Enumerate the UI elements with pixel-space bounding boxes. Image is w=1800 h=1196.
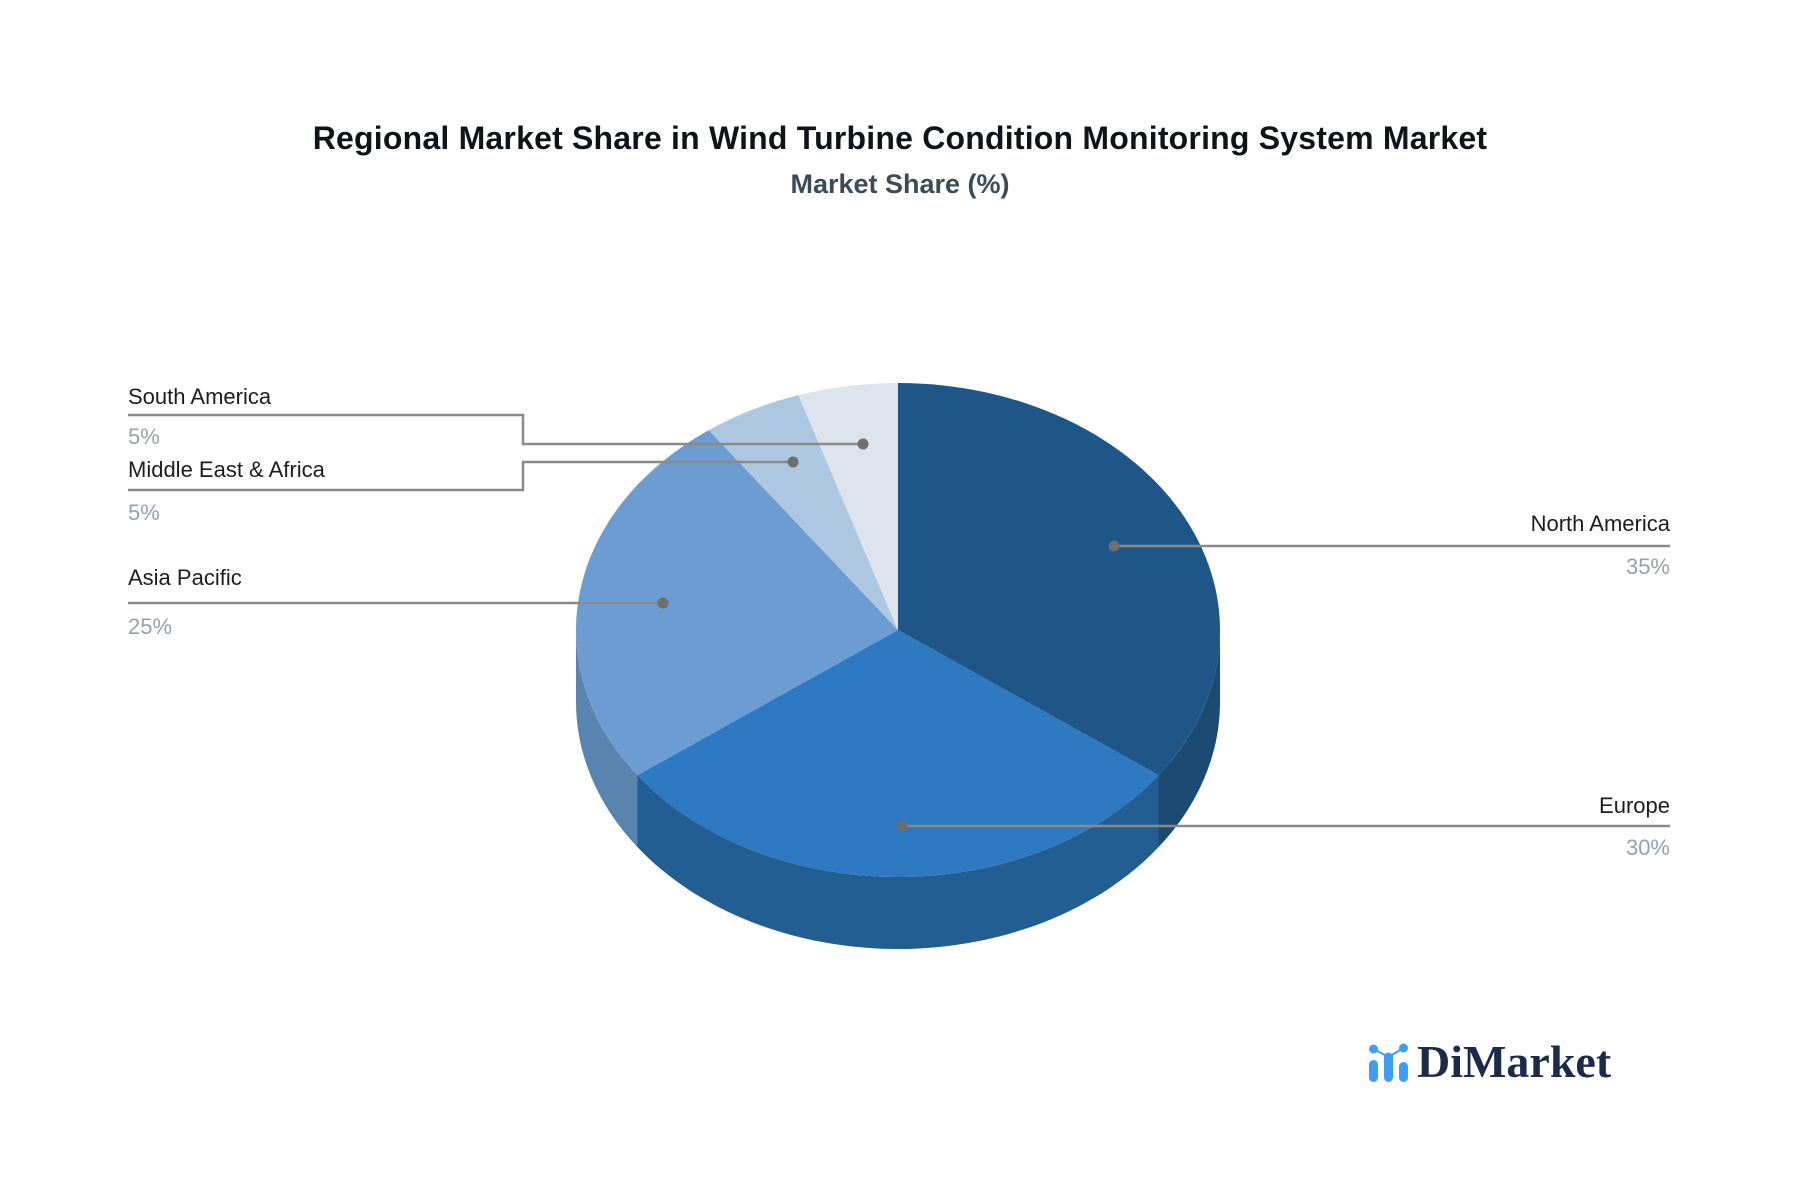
leader-dot-asia-pacific: [657, 597, 669, 609]
pie-slice-asia-pacific[interactable]: [576, 430, 898, 776]
value-middle-east-africa: 5%: [128, 500, 160, 525]
brand-name: DiMarket: [1417, 1036, 1612, 1087]
leader-dot-north-america: [1108, 540, 1120, 552]
label-asia-pacific: Asia Pacific: [128, 565, 242, 590]
leader-line-middle-east-africa: [128, 460, 793, 492]
label-south-america: South America: [128, 384, 272, 409]
logo-dot-2: [1384, 1052, 1393, 1062]
value-europe: 30%: [1625, 835, 1670, 860]
pie-slice-group: [576, 383, 1220, 877]
logo-bar-2: [1384, 1054, 1393, 1082]
chart-subtitle: Market Share (%): [790, 169, 1010, 199]
leader-dot-europe: [896, 820, 908, 832]
pie-slice-europe[interactable]: [637, 630, 1159, 877]
logo-bar-1: [1369, 1060, 1378, 1082]
leader-line-south-america: [128, 413, 863, 446]
label-middle-east-africa: Middle East & Africa: [128, 457, 325, 482]
pie-rim-group: [576, 630, 1220, 949]
logo-dot-3: [1399, 1043, 1408, 1053]
logo-bar-3: [1399, 1062, 1408, 1082]
page-title: Regional Market Share in Wind Turbine Co…: [312, 120, 1488, 156]
pie-slice-north-america[interactable]: [898, 383, 1220, 776]
label-europe: Europe: [1599, 793, 1670, 818]
pie-rim-europe: [637, 775, 1159, 949]
logo-dot-1: [1369, 1044, 1378, 1054]
label-north-america: North America: [1530, 511, 1670, 536]
pie-rim-north-america: [1158, 630, 1220, 848]
value-north-america: 35%: [1625, 554, 1670, 579]
value-south-america: 5%: [128, 424, 160, 449]
leader-dot-south-america: [857, 438, 869, 450]
leader-dot-middle-east-africa: [787, 456, 799, 468]
pie-slice-middle-east-africa[interactable]: [708, 395, 898, 630]
pie-rim-asia-pacific: [576, 630, 638, 848]
callout-line-group: [128, 413, 1670, 832]
value-asia-pacific: 25%: [128, 614, 173, 639]
bar-chart-logo-icon: [1369, 1043, 1408, 1082]
brand-logo: DiMarket: [1363, 1036, 1611, 1088]
